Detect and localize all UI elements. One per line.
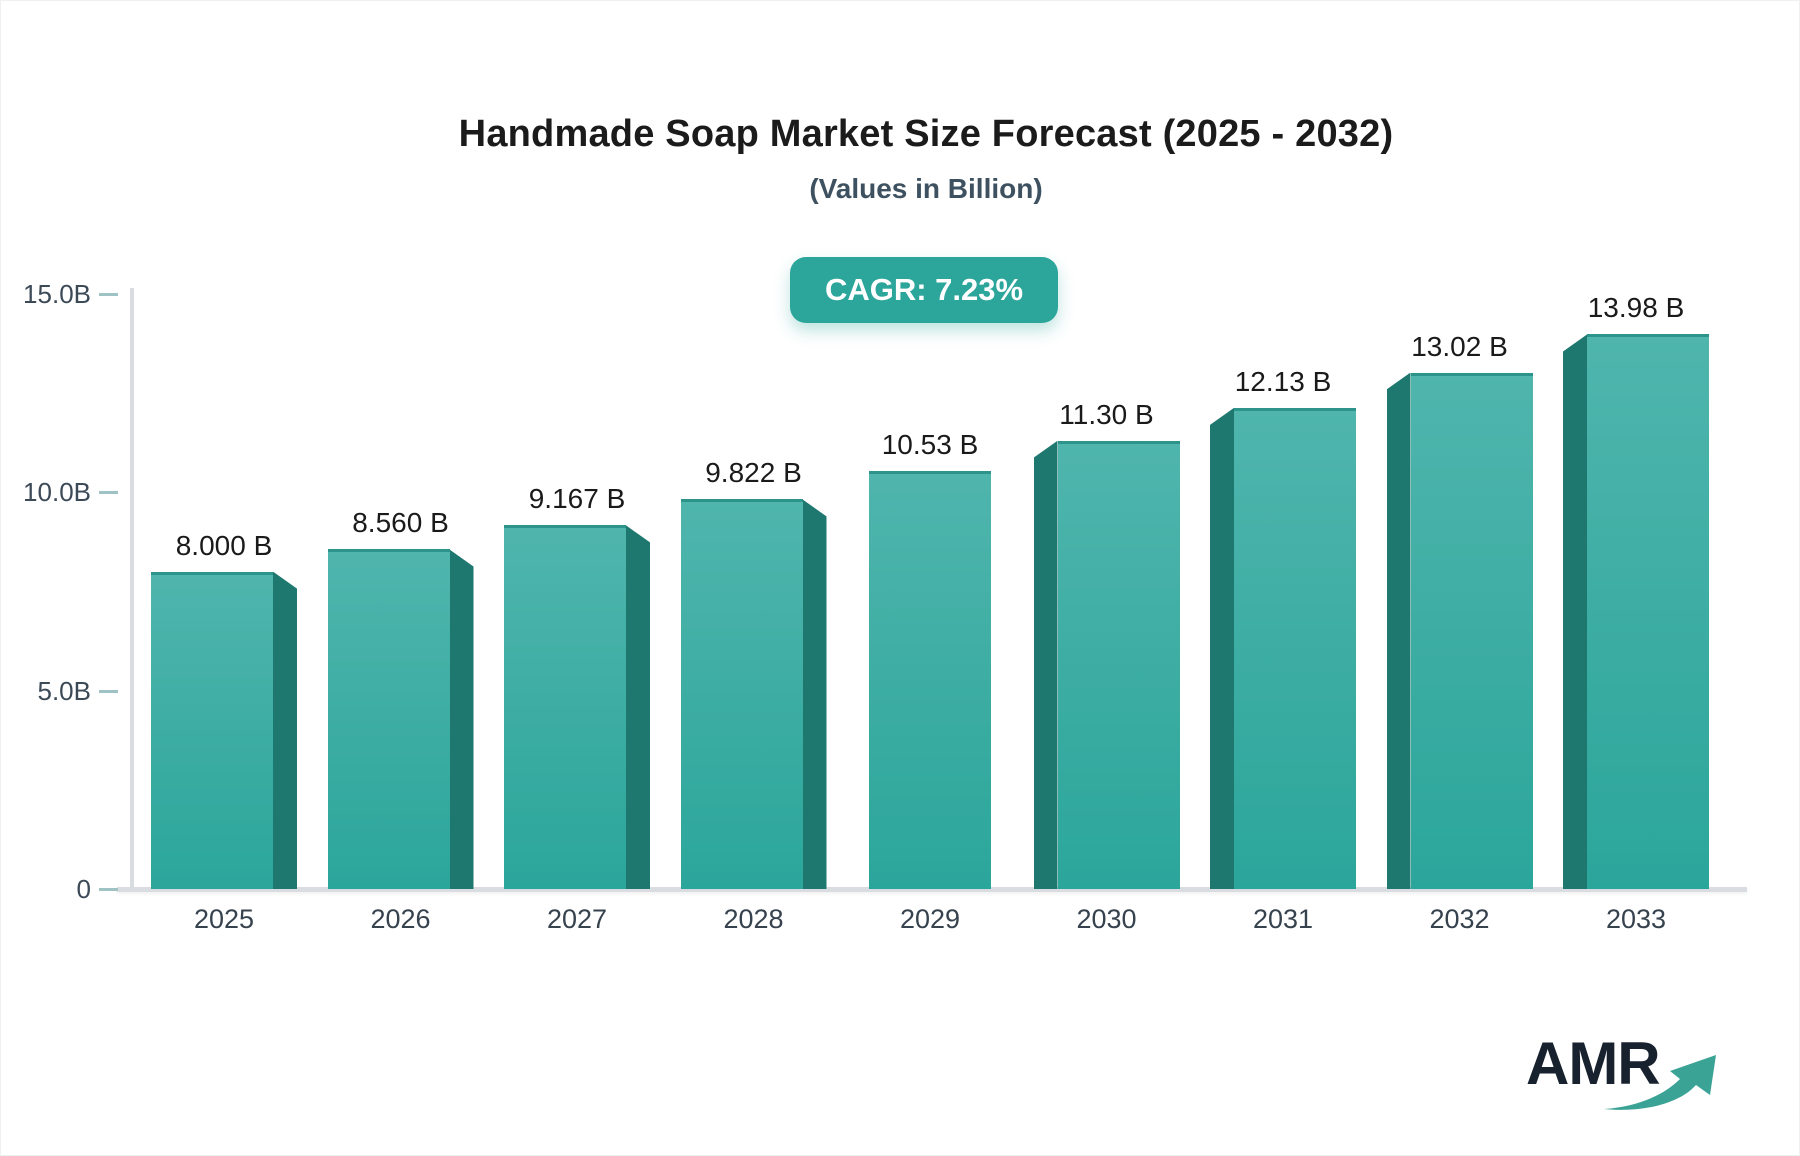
x-axis-line: [117, 887, 1747, 892]
bar-face: [151, 571, 273, 889]
bar-2033: [1563, 334, 1709, 889]
bar-3d-side: [1563, 334, 1587, 889]
bar-3d-side: [273, 571, 297, 889]
amr-logo-text: AMR: [1526, 1030, 1661, 1097]
cagr-badge: CAGR: 7.23%: [790, 257, 1058, 323]
bar-3d-side: [1033, 440, 1058, 889]
x-tick-label: 2025: [193, 904, 255, 934]
y-tick-label: 15.0B: [23, 279, 91, 309]
y-tick-mark: [99, 888, 118, 891]
bar-3d-side: [802, 499, 827, 889]
x-tick-label: 2029: [899, 904, 961, 934]
y-axis-line: [130, 288, 134, 892]
bar-2027: [504, 525, 650, 889]
bar-2026: [327, 549, 474, 889]
x-tick-label: 2031: [1252, 904, 1314, 934]
x-tick-label: 2033: [1605, 904, 1667, 934]
bar-face: [1587, 334, 1709, 889]
bar-value-label: 8.000 B: [175, 529, 273, 561]
amr-logo: AMR: [1526, 1029, 1766, 1129]
bar-2031: [1210, 407, 1356, 889]
bar-value-label: 13.98 B: [1587, 292, 1685, 324]
bar-face: [680, 499, 803, 889]
bar-value-label: 13.02 B: [1411, 330, 1508, 362]
x-tick-label: 2030: [1076, 904, 1137, 934]
y-tick-label: 10.0B: [23, 477, 91, 508]
bar-face: [869, 471, 991, 889]
bar-value-label: 10.53 B: [881, 429, 979, 461]
bar-2030: [1033, 440, 1180, 889]
bar-face: [1234, 407, 1356, 889]
bar-value-label: 12.13 B: [1234, 365, 1332, 397]
bar-3d-side: [626, 525, 650, 889]
y-tick-mark: [99, 293, 118, 296]
y-tick-mark: [99, 689, 118, 693]
bar-3d-side: [1210, 407, 1234, 889]
y-tick-label: 0: [76, 874, 91, 904]
bar-2025: [151, 571, 297, 889]
y-tick-label: 5.0B: [37, 675, 92, 706]
bar-face: [327, 549, 450, 889]
bar-value-label: 9.822 B: [705, 457, 802, 489]
bar-2032: [1386, 372, 1533, 889]
x-tick-label: 2028: [723, 904, 784, 934]
x-tick-label: 2032: [1429, 904, 1490, 934]
bar-2029: [869, 471, 991, 889]
growth-arrow-icon: [1604, 1055, 1716, 1110]
bar-value-label: 8.560 B: [352, 507, 449, 539]
bar-face: [504, 525, 626, 889]
bar-value-label: 9.167 B: [528, 483, 626, 515]
chart-subtitle: (Values in Billion): [809, 173, 1043, 204]
chart-title: Handmade Soap Market Size Forecast (2025…: [458, 113, 1394, 155]
y-tick-mark: [99, 491, 118, 495]
bar-3d-side: [1386, 372, 1411, 889]
bar-value-label: 11.30 B: [1059, 398, 1154, 430]
bar-face: [1057, 440, 1180, 889]
x-tick-label: 2027: [546, 904, 608, 934]
bar-3d-side: [449, 549, 474, 889]
bar-face: [1410, 372, 1533, 889]
x-tick-label: 2026: [370, 904, 431, 934]
bar-2028: [680, 499, 827, 889]
